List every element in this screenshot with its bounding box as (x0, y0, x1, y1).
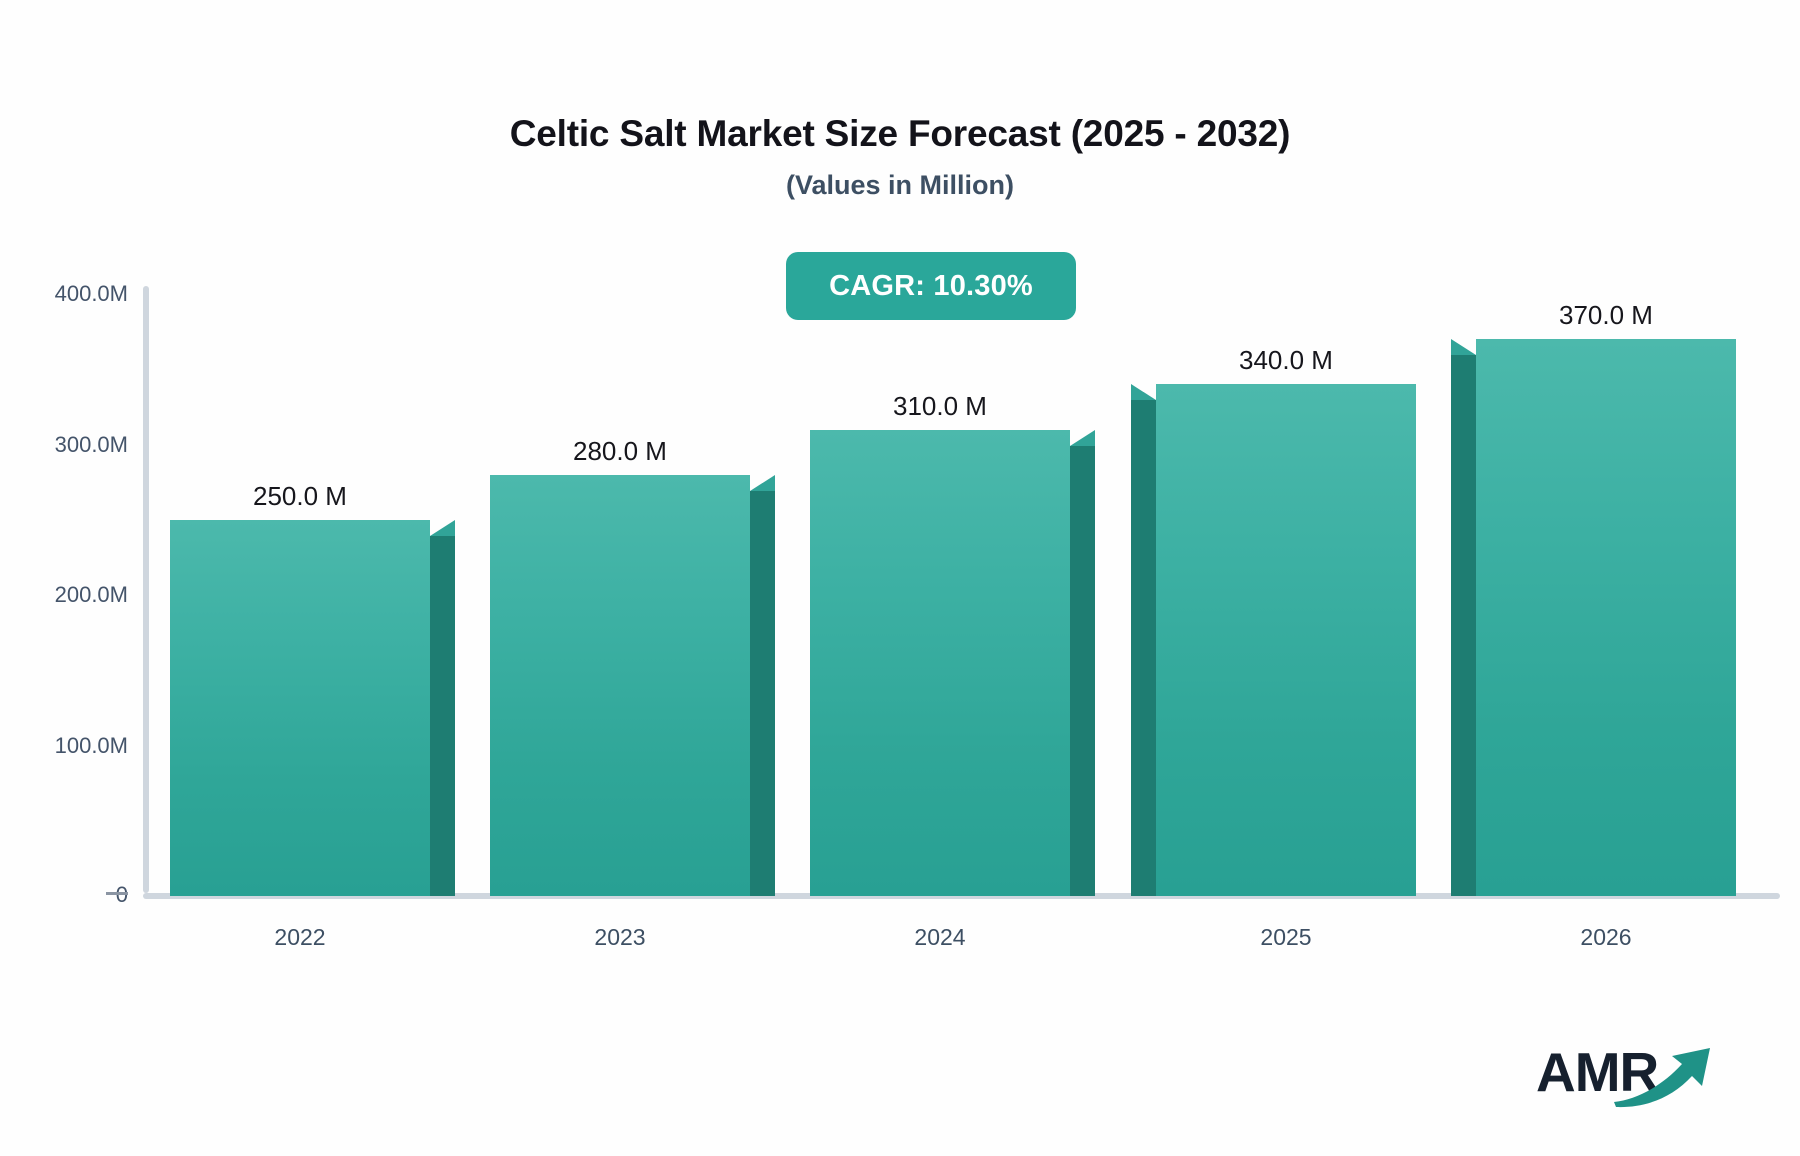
y-tick-label-300: 300.0M (54, 432, 128, 457)
y-tick-label-400: 400.0M (54, 281, 128, 306)
bar-face (810, 430, 1070, 896)
y-axis-line (143, 286, 149, 893)
trend-up-arrow-icon (1614, 1048, 1710, 1108)
x-tick-label-2022: 2022 (274, 924, 326, 950)
bar-face (1156, 384, 1416, 896)
bar-value-label: 310.0 M (893, 391, 987, 421)
bar-value-label: 370.0 M (1559, 300, 1653, 330)
x-tick-label-2024: 2024 (914, 924, 966, 950)
bar-value-label: 340.0 M (1239, 345, 1333, 375)
bar-top-bevel (1070, 430, 1095, 446)
x-tick-label-2023: 2023 (594, 924, 646, 950)
y-tick-label-0: 0 (8, 882, 128, 908)
x-tick-label-2026: 2026 (1580, 924, 1632, 950)
page-title: Celtic Salt Market Size Forecast (2025 -… (509, 113, 1291, 154)
bar-top-bevel (750, 475, 775, 491)
bar-2022[interactable]: 250.0 M 2022 (170, 481, 455, 950)
bar-top-bevel (430, 520, 455, 536)
bar-side-shadow (1131, 400, 1156, 896)
y-tick-label-100: 100.0M (54, 733, 128, 758)
bar-2025[interactable]: 340.0 M 2025 (1131, 345, 1416, 950)
x-axis-line (143, 893, 1780, 899)
bar-2024[interactable]: 310.0 M 2024 (810, 391, 1095, 950)
bar-side-shadow (1070, 446, 1095, 896)
bar-side-shadow (750, 491, 775, 896)
bar-top-bevel (1451, 339, 1476, 355)
bar-face (1476, 339, 1736, 896)
amr-logo: AMR (1536, 1038, 1726, 1116)
y-tick-mark-0 (106, 892, 128, 895)
bar-2023[interactable]: 280.0 M 2023 (490, 436, 775, 950)
bar-value-label: 280.0 M (573, 436, 667, 466)
plot-area: 250.0 M 2022 280.0 M 2023 310.0 M 2024 3… (143, 286, 1783, 950)
bar-face (170, 520, 430, 896)
bar-top-bevel (1131, 384, 1156, 400)
x-tick-label-2025: 2025 (1260, 924, 1312, 950)
cagr-badge-label: CAGR: 10.30% (829, 269, 1033, 302)
bar-face (490, 475, 750, 896)
cagr-badge: CAGR: 10.30% (786, 252, 1076, 320)
bar-2026[interactable]: 370.0 M 2026 (1451, 300, 1736, 950)
bar-value-label: 250.0 M (253, 481, 347, 511)
y-tick-label-200: 200.0M (54, 582, 128, 607)
amr-logo-text: AMR (1536, 1041, 1659, 1103)
chart-subtitle: (Values in Million) (785, 170, 1015, 200)
bar-side-shadow (1451, 355, 1476, 896)
bar-side-shadow (430, 536, 455, 896)
